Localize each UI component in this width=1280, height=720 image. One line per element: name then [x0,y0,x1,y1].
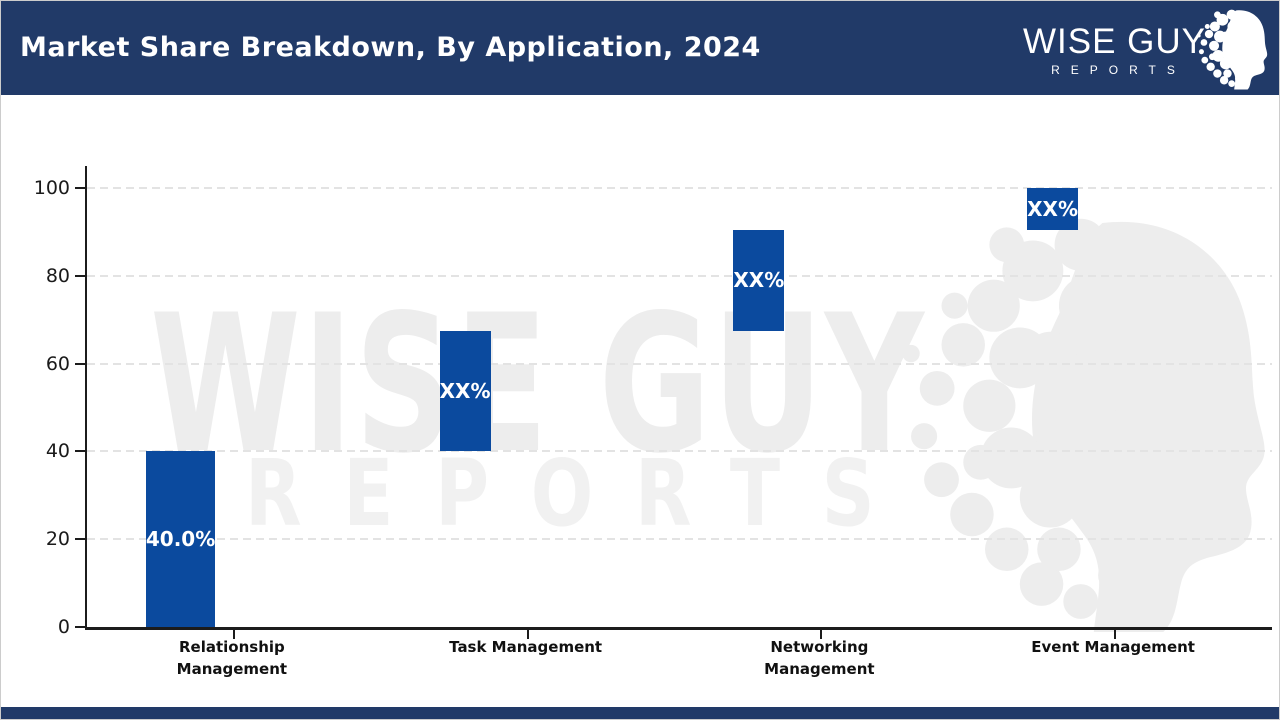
y-tick-label: 0 [57,616,70,638]
x-category-label: Task Management [449,638,603,656]
x-category-label: Event Management [1031,638,1195,656]
gridline [87,362,1272,365]
y-tick-mark [75,450,85,453]
x-category-label: Networking Management [764,638,875,678]
x-axis-labels: Relationship Management Task Management Ne… [85,637,1270,697]
brand-subtitle: REPORTS [1051,63,1186,77]
bar-value-label: XX% [1027,196,1079,221]
x-tick-mark [526,630,529,639]
y-tick-label: 60 [45,352,70,375]
y-axis: 0 20 40 60 80 100 [0,166,70,638]
chart-title: Market Share Breakdown, By Application, … [20,32,761,63]
y-tick-mark [75,274,85,277]
gridline [87,186,1272,189]
brand-name: WISE GUY [1022,22,1206,61]
gridline [87,538,1272,541]
plot-area: 40.0% XX% XX% XX% [75,166,1272,639]
y-tick-mark [75,538,85,541]
y-tick-label: 80 [45,264,70,287]
bar-segment: XX% [439,330,491,452]
y-tick-mark [75,186,85,189]
x-tick-mark [820,630,823,639]
bar-segment: XX% [1027,187,1079,230]
brand-logo: WISE GUY REPORTS [1023,8,1270,92]
brand-logo-text: WISE GUY REPORTS [1023,24,1206,77]
x-tick-mark [1114,630,1117,639]
y-tick-mark [75,362,85,365]
bar-value-label: 40.0% [145,527,216,552]
bar-segment: 40.0% [145,451,216,627]
gridline [87,274,1272,277]
bar-value-label: XX% [439,379,491,404]
bar-segment: XX% [733,229,785,331]
x-category-label: Relationship Management [176,638,288,678]
footer-bar [0,707,1280,720]
y-tick-mark [75,626,85,628]
header-bar: Market Share Breakdown, By Application, … [0,0,1280,95]
brand-head-icon [1190,8,1270,92]
bar-value-label: XX% [733,268,785,293]
y-tick-label: 100 [33,176,70,199]
y-tick-label: 40 [45,440,70,463]
gridline [87,450,1272,453]
x-tick-mark [232,630,235,639]
y-tick-label: 20 [45,528,70,551]
